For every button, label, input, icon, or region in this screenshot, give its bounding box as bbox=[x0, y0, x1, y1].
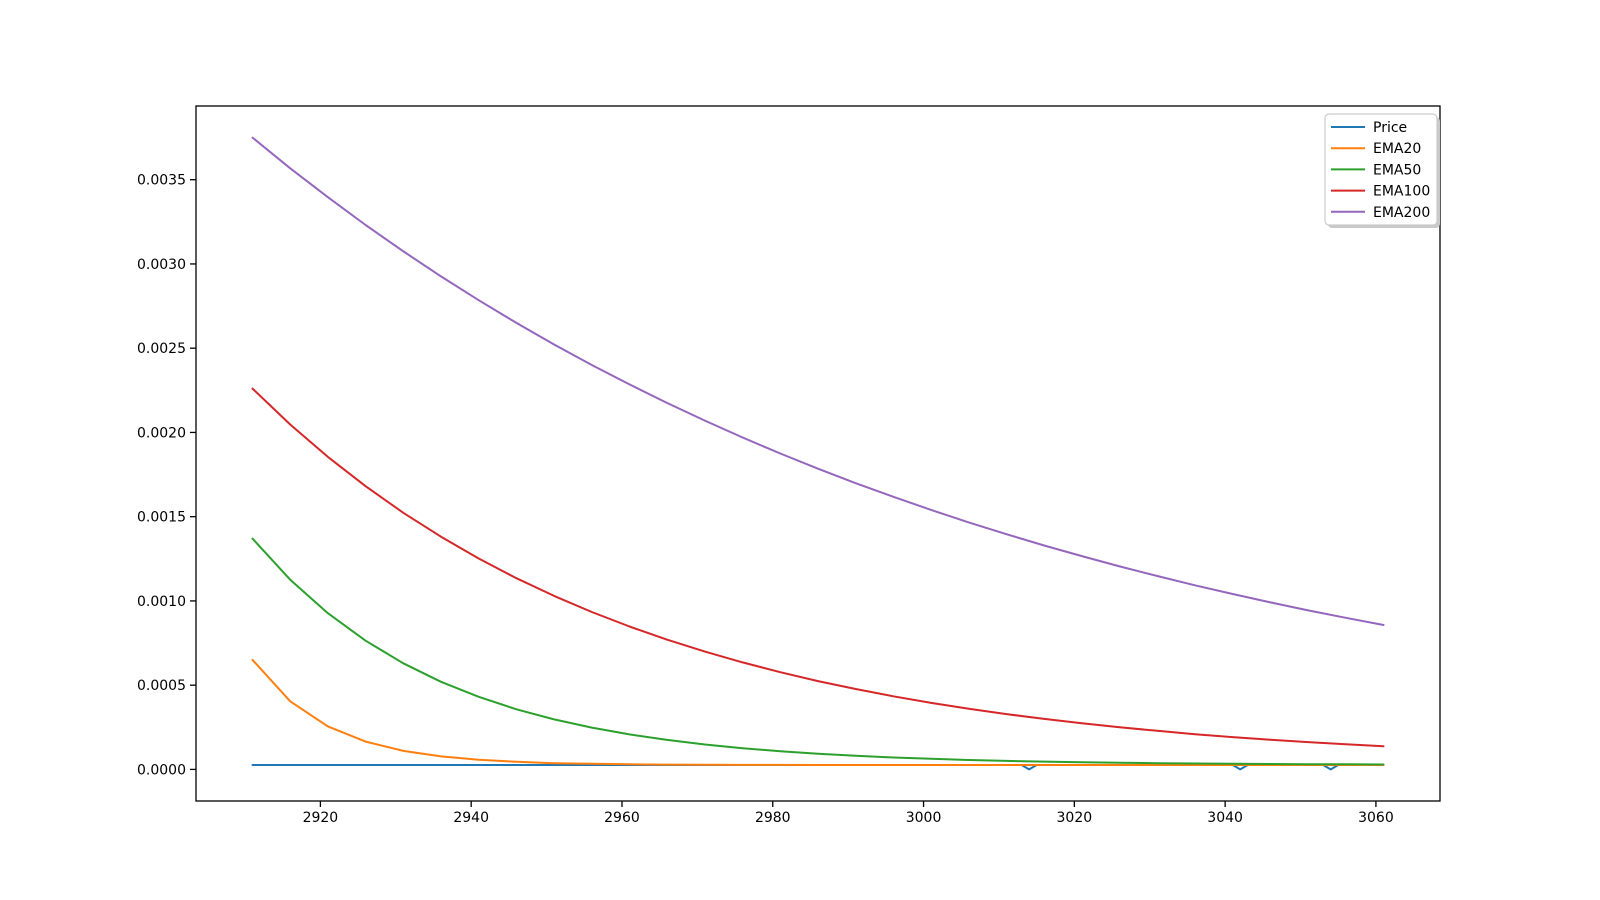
series-line-ema100 bbox=[251, 387, 1385, 748]
x-tick-label: 2920 bbox=[303, 810, 339, 826]
legend-label-ema20: EMA20 bbox=[1373, 141, 1421, 157]
legend-label-ema200: EMA200 bbox=[1373, 205, 1430, 221]
x-tick-label: 3000 bbox=[906, 810, 942, 826]
x-tick-label: 3040 bbox=[1207, 810, 1243, 826]
legend-box bbox=[1324, 113, 1438, 226]
x-tick-label: 3020 bbox=[1057, 810, 1093, 826]
series-line-ema50 bbox=[251, 537, 1385, 766]
series-line-ema200 bbox=[251, 136, 1385, 626]
legend-label-ema50: EMA50 bbox=[1373, 162, 1421, 178]
y-tick-label: 0.0035 bbox=[137, 173, 186, 189]
y-tick-label: 0.0020 bbox=[137, 425, 186, 441]
series-line-ema20 bbox=[251, 658, 1385, 766]
x-tick-label: 3060 bbox=[1358, 810, 1394, 826]
y-tick-label: 0.0010 bbox=[137, 594, 186, 610]
x-tick-label: 2960 bbox=[604, 810, 640, 826]
series-line-price bbox=[251, 764, 1385, 771]
y-tick-label: 0.0030 bbox=[137, 257, 186, 273]
x-tick-label: 2940 bbox=[453, 810, 489, 826]
legend-label-ema100: EMA100 bbox=[1373, 184, 1430, 200]
y-tick-label: 0.0005 bbox=[137, 678, 186, 694]
y-tick-label: 0.0025 bbox=[137, 341, 186, 357]
axes-spines bbox=[195, 105, 1441, 802]
legend-label-price: Price bbox=[1373, 120, 1407, 136]
x-tick-label: 2980 bbox=[755, 810, 791, 826]
y-tick-label: 0.0000 bbox=[137, 762, 186, 778]
y-tick-label: 0.0015 bbox=[137, 510, 186, 526]
plot-area bbox=[196, 106, 1440, 801]
